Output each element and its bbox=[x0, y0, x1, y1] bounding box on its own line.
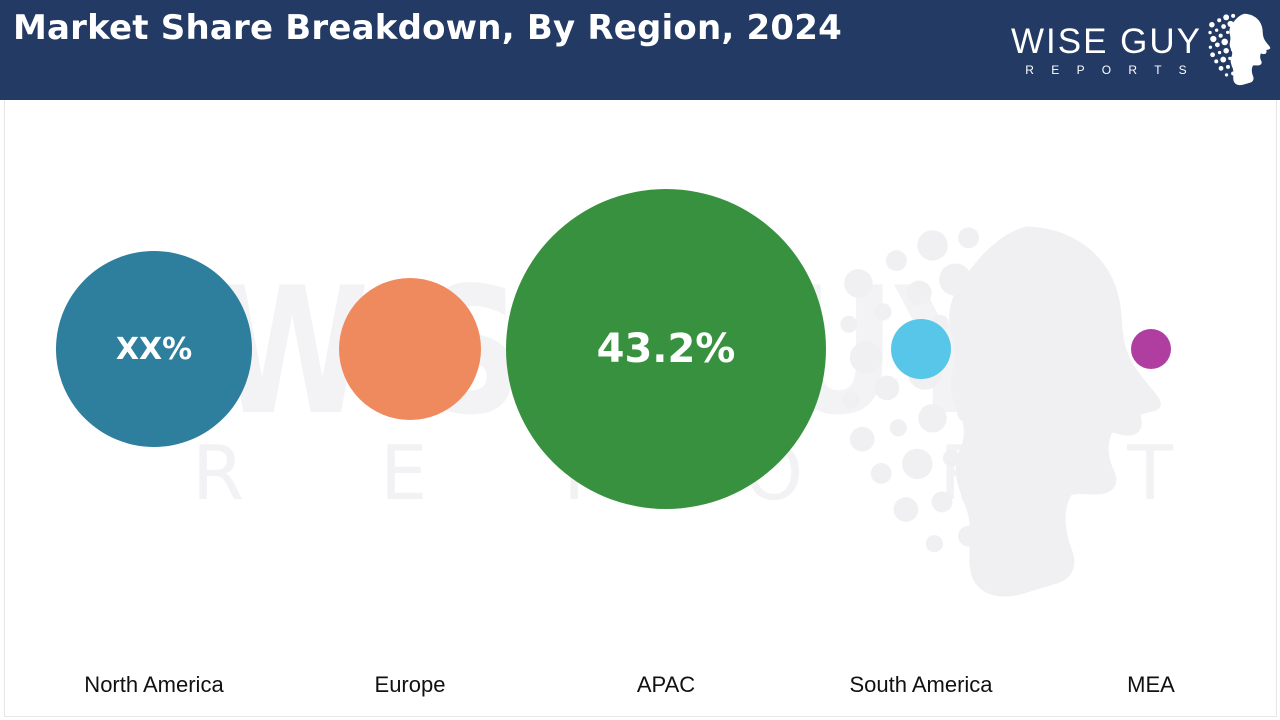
category-label-mea: MEA bbox=[1127, 672, 1175, 697]
category-label-south-america: South America bbox=[849, 672, 993, 697]
bubble-value-label: 43.2% bbox=[596, 326, 736, 372]
watermark-head-icon bbox=[840, 226, 1161, 597]
logo-text: WISE GUY R E P O R T S bbox=[1011, 24, 1202, 76]
page-title: Market Share Breakdown, By Region, 2024 bbox=[13, 8, 842, 48]
bubble-chart: WISE GUY R E P O R T S XX%43.2% North Am… bbox=[0, 100, 1280, 720]
bubble-europe[interactable] bbox=[339, 278, 481, 420]
logo-subtitle: R E P O R T S bbox=[1025, 63, 1194, 77]
bubble-north-america[interactable]: XX% bbox=[56, 251, 252, 447]
bubble-south-america[interactable] bbox=[891, 319, 951, 379]
category-label-north-america: North America bbox=[84, 672, 224, 697]
wise-guy-reports-logo: WISE GUY R E P O R T S bbox=[1011, 4, 1272, 96]
head-profile-icon bbox=[1208, 13, 1271, 86]
category-label-europe: Europe bbox=[374, 672, 446, 697]
bubble-apac[interactable]: 43.2% bbox=[506, 189, 826, 509]
header-bar: Market Share Breakdown, By Region, 2024 … bbox=[0, 0, 1280, 100]
category-label-apac: APAC bbox=[636, 672, 696, 697]
logo-wordmark: WISE GUY bbox=[1010, 22, 1202, 61]
bubble-value-label: XX% bbox=[115, 331, 193, 367]
bubble-mea[interactable] bbox=[1131, 329, 1171, 369]
